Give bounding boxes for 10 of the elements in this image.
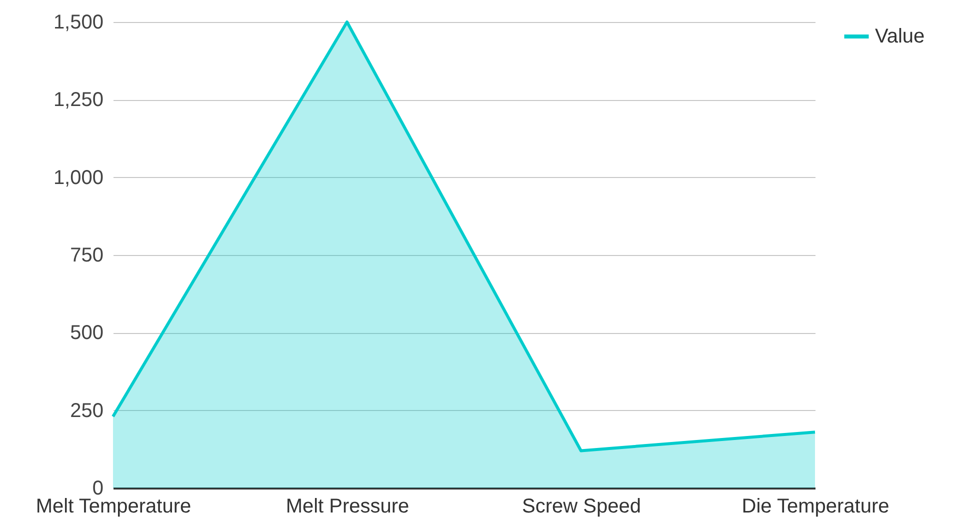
y-tick-label: 250 [70,400,104,422]
y-tick-label: 1,000 [53,166,104,189]
legend-label: Value [875,26,925,48]
y-tick-label: 750 [70,244,104,266]
x-tick-label: Die Temperature [742,496,890,518]
y-tick-label: 1,250 [53,89,104,112]
y-tick-label: 500 [70,322,104,344]
x-tick-label: Melt Pressure [286,496,410,518]
y-tick-label: 1,500 [53,12,104,34]
x-tick-label: Screw Speed [522,496,641,518]
